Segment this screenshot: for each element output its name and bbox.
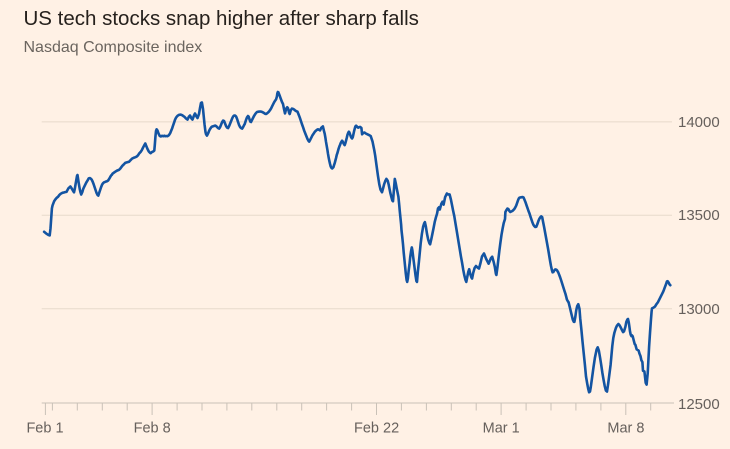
svg-text:Mar 8: Mar 8 xyxy=(607,421,644,437)
svg-text:14000: 14000 xyxy=(678,114,720,131)
svg-text:13500: 13500 xyxy=(678,207,720,224)
svg-text:Feb 8: Feb 8 xyxy=(134,421,171,437)
svg-text:Feb 22: Feb 22 xyxy=(354,421,399,437)
svg-text:13000: 13000 xyxy=(678,301,720,318)
svg-text:Mar 1: Mar 1 xyxy=(483,421,520,437)
svg-text:Feb 1: Feb 1 xyxy=(26,421,63,437)
svg-text:12500: 12500 xyxy=(678,396,720,413)
